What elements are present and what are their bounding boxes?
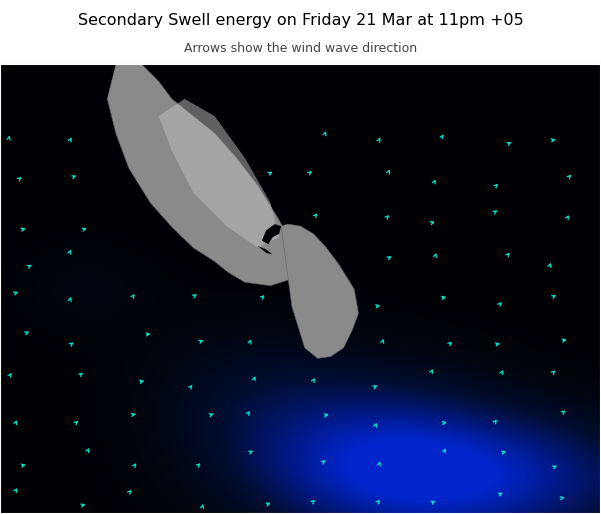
Polygon shape <box>258 246 273 254</box>
Polygon shape <box>159 99 279 248</box>
Polygon shape <box>281 224 358 358</box>
Polygon shape <box>262 224 281 244</box>
Text: Secondary Swell energy on Friday 21 Mar at 11pm +05: Secondary Swell energy on Friday 21 Mar … <box>78 13 523 28</box>
Polygon shape <box>108 64 300 286</box>
Text: Arrows show the wind wave direction: Arrows show the wind wave direction <box>184 42 417 54</box>
